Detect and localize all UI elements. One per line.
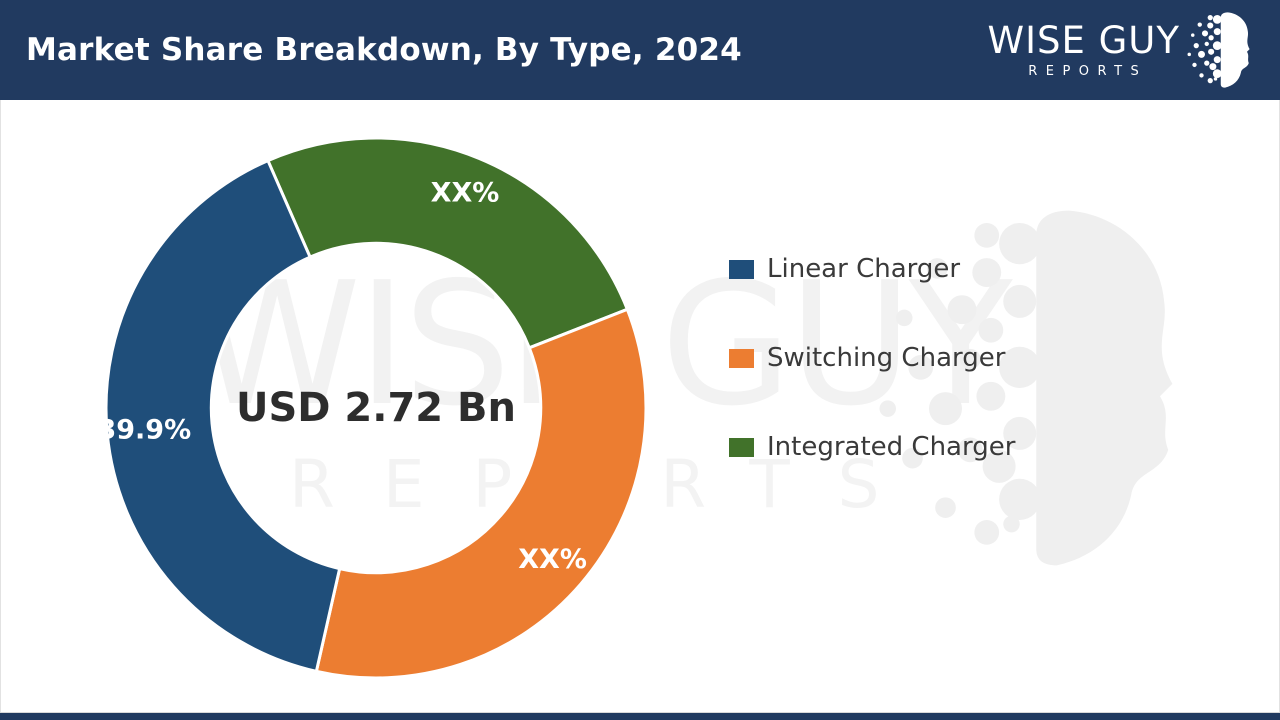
logo-sub-text: REPORTS — [1028, 63, 1148, 79]
page-title: Market Share Breakdown, By Type, 2024 — [26, 32, 742, 68]
legend: Linear Charger Switching Charger Integrate… — [729, 254, 1015, 462]
legend-swatch — [729, 259, 754, 279]
segment-value-label: XX% — [518, 544, 587, 575]
donut-segment-switching-charger — [314, 307, 648, 680]
donut-center-label: USD 2.72 Bn — [236, 385, 516, 431]
legend-label: Switching Charger — [767, 343, 1006, 373]
header-band: Market Share Breakdown, By Type, 2024 WI… — [0, 0, 1280, 100]
chart-area: WISE GUY REPORTS XX%XX%39.9%USD 2.72 Bn … — [0, 100, 1280, 712]
legend-label: Integrated Charger — [767, 432, 1016, 462]
legend-swatch — [729, 348, 754, 368]
donut-segment-integrated-charger — [265, 136, 630, 350]
footer-bar — [0, 712, 1280, 720]
segment-value-label: XX% — [431, 177, 500, 208]
legend-swatch — [729, 437, 754, 457]
segment-value-label: 39.9% — [97, 414, 191, 445]
legend-label: Linear Charger — [767, 254, 961, 284]
legend-item-integrated-charger: Integrated Charger — [729, 432, 1015, 462]
donut-segment-linear-charger — [104, 158, 342, 674]
logo-main-text: WISE GUY — [987, 18, 1180, 62]
logo-wordmark: WISE GUY REPORTS — [988, 22, 1180, 79]
legend-item-linear-charger: Linear Charger — [729, 254, 1015, 284]
donut-chart: XX% XX% 39.9% USD 2.72 Bn — [97, 136, 648, 680]
legend-item-switching-charger: Switching Charger — [729, 343, 1015, 373]
logo-face-icon — [1187, 12, 1250, 88]
wise-guy-logo: WISE GUY REPORTS — [988, 10, 1254, 90]
